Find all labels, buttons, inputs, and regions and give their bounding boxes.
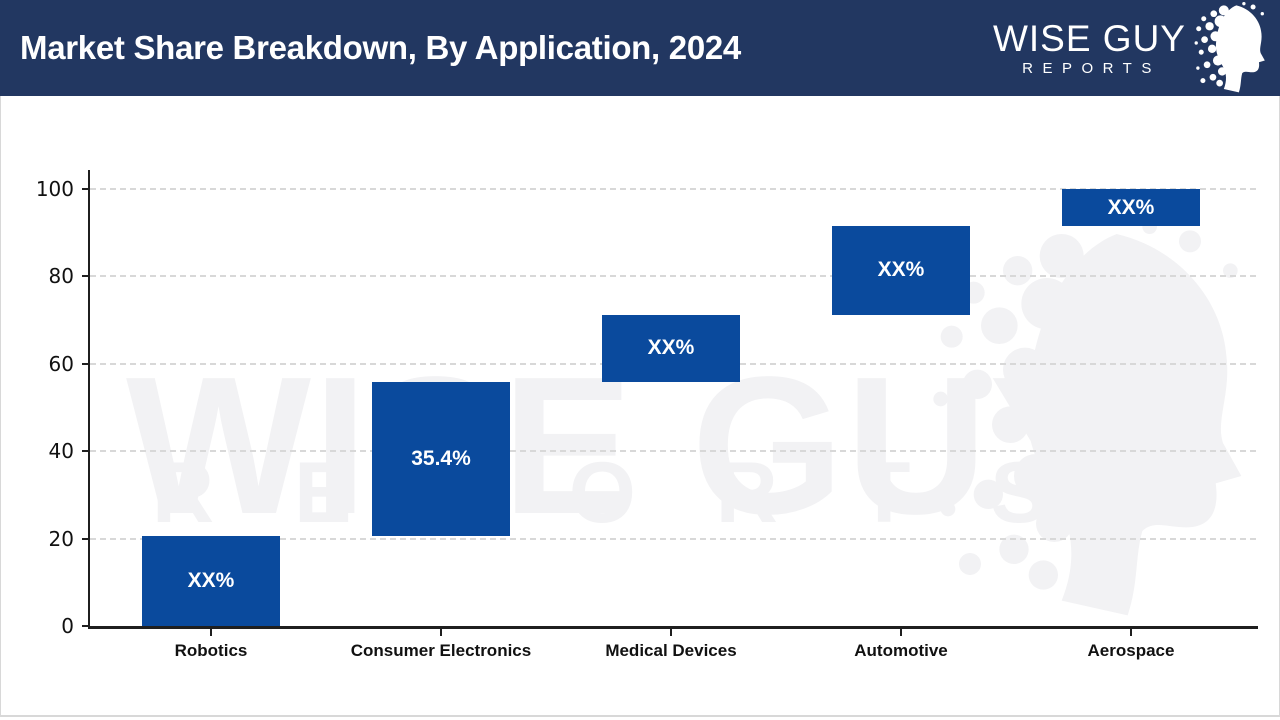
page-border-left — [0, 96, 1, 716]
y-tick-60 — [82, 362, 90, 365]
x-tick-2 — [670, 629, 672, 636]
bar-value-label: 35.4% — [411, 447, 471, 471]
y-tick-label-40: 40 — [48, 439, 74, 464]
y-tick-20 — [82, 537, 90, 540]
brand-face-icon — [1194, 2, 1265, 93]
bar-value-label: XX% — [187, 569, 235, 593]
category-label-2: Medical Devices — [605, 641, 737, 660]
bar-value-label: XX% — [877, 258, 925, 282]
gridline-20 — [90, 537, 1256, 540]
y-tick-100 — [82, 188, 90, 190]
y-tick-40 — [82, 450, 90, 453]
watermark-face-icon — [933, 219, 1242, 616]
bar-automotive: XX% — [832, 226, 970, 315]
x-tick-1 — [440, 629, 442, 636]
bar-aerospace: XX% — [1062, 189, 1200, 227]
y-tick-80 — [82, 275, 90, 278]
page-header: Market Share Breakdown, By Application, … — [0, 0, 1280, 96]
brand-logo: WISE GUY REPORTS — [993, 2, 1280, 94]
y-tick-label-100: 100 — [35, 177, 74, 201]
x-tick-3 — [900, 629, 902, 636]
y-axis — [88, 170, 90, 628]
bar-value-label: XX% — [1107, 195, 1155, 219]
bar-medical-devices: XX% — [602, 314, 740, 382]
x-tick-4 — [1130, 629, 1132, 636]
bar-value-label: XX% — [647, 336, 695, 360]
gridline-40 — [90, 450, 1256, 453]
brand-wordmark: WISE GUY REPORTS — [992, 17, 1186, 77]
y-tick-label-20: 20 — [48, 526, 74, 551]
y-tick-0 — [82, 625, 90, 627]
y-tick-label-60: 60 — [48, 351, 74, 376]
category-label-0: Robotics — [174, 641, 248, 660]
bar-robotics: XX% — [142, 536, 280, 626]
brand-reports-text: REPORTS — [1022, 59, 1161, 77]
category-label-4: Aerospace — [1087, 641, 1175, 660]
gridline-100 — [90, 188, 1256, 190]
x-tick-0 — [210, 629, 212, 636]
chart-title: Market Share Breakdown, By Application, … — [20, 29, 741, 66]
watermark-reports-text: REPORTS — [152, 445, 1128, 541]
gridline-80 — [90, 275, 1256, 278]
category-label-1: Consumer Electronics — [350, 641, 532, 660]
y-tick-label-80: 80 — [48, 264, 74, 289]
y-tick-label-0: 0 — [61, 614, 74, 638]
x-axis — [88, 626, 1258, 629]
page-border-bottom — [0, 715, 1280, 717]
bar-consumer-electronics: 35.4% — [372, 381, 510, 537]
category-label-3: Automotive — [854, 641, 948, 660]
brand-name-text: WISE GUY — [992, 17, 1186, 59]
